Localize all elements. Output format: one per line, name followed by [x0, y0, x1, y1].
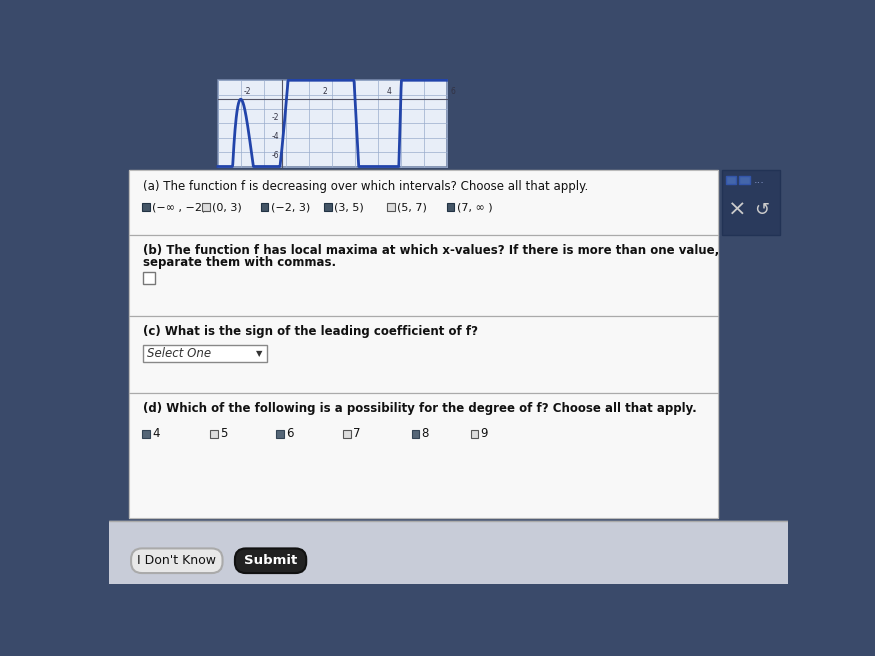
- Bar: [218, 80, 446, 167]
- Text: ▼: ▼: [255, 349, 262, 358]
- Text: (b) The function f has local maxima at which x-values? If there is more than one: (b) The function f has local maxima at w…: [143, 244, 719, 257]
- Bar: [143, 345, 267, 362]
- Text: -4: -4: [271, 132, 279, 141]
- Text: 2: 2: [323, 87, 328, 96]
- Text: (−2, 3): (−2, 3): [270, 202, 310, 213]
- Text: I Don't Know: I Don't Know: [137, 554, 216, 567]
- Bar: [142, 203, 150, 211]
- Text: (3, 5): (3, 5): [334, 202, 364, 213]
- FancyBboxPatch shape: [131, 548, 222, 573]
- Bar: [471, 430, 479, 438]
- Text: (c) What is the sign of the leading coefficient of f?: (c) What is the sign of the leading coef…: [143, 325, 478, 338]
- Text: (a) The function f is decreasing over which intervals? Choose all that apply.: (a) The function f is decreasing over wh…: [143, 180, 588, 194]
- Bar: [411, 430, 419, 438]
- Bar: [143, 272, 155, 284]
- Text: -2: -2: [271, 113, 279, 122]
- Bar: [738, 176, 750, 184]
- Bar: [129, 170, 717, 235]
- Text: (d) Which of the following is a possibility for the degree of f? Choose all that: (d) Which of the following is a possibil…: [143, 402, 696, 415]
- Text: 4: 4: [387, 87, 392, 96]
- Bar: [202, 203, 210, 211]
- Text: Select One: Select One: [147, 347, 212, 360]
- FancyBboxPatch shape: [234, 548, 306, 573]
- Text: ...: ...: [754, 174, 765, 184]
- Text: 6: 6: [286, 427, 294, 440]
- Bar: [142, 430, 150, 438]
- Text: ↺: ↺: [754, 201, 769, 218]
- Bar: [129, 235, 717, 316]
- Bar: [129, 316, 717, 393]
- Bar: [109, 522, 788, 584]
- Text: (5, 7): (5, 7): [397, 202, 427, 213]
- Bar: [387, 203, 395, 211]
- Bar: [276, 430, 284, 438]
- Text: 9: 9: [480, 427, 488, 440]
- Text: 5: 5: [220, 427, 228, 440]
- Text: 4: 4: [152, 427, 159, 440]
- Text: ×: ×: [728, 199, 746, 220]
- Bar: [324, 203, 332, 211]
- Bar: [343, 430, 351, 438]
- Bar: [725, 176, 737, 184]
- Bar: [210, 430, 218, 438]
- Bar: [261, 203, 269, 211]
- Text: 6: 6: [451, 87, 456, 96]
- Text: (7, ∞ ): (7, ∞ ): [457, 202, 493, 213]
- Bar: [446, 203, 454, 211]
- Text: Submit: Submit: [244, 554, 298, 567]
- Text: 7: 7: [354, 427, 361, 440]
- Text: separate them with commas.: separate them with commas.: [143, 256, 336, 269]
- Bar: [129, 393, 717, 518]
- Text: (0, 3): (0, 3): [213, 202, 242, 213]
- Text: -6: -6: [271, 151, 279, 160]
- Text: -2: -2: [244, 87, 251, 96]
- Bar: [722, 170, 780, 235]
- Text: 8: 8: [422, 427, 429, 440]
- Text: (−∞ , −2): (−∞ , −2): [152, 202, 206, 213]
- Bar: [129, 170, 717, 518]
